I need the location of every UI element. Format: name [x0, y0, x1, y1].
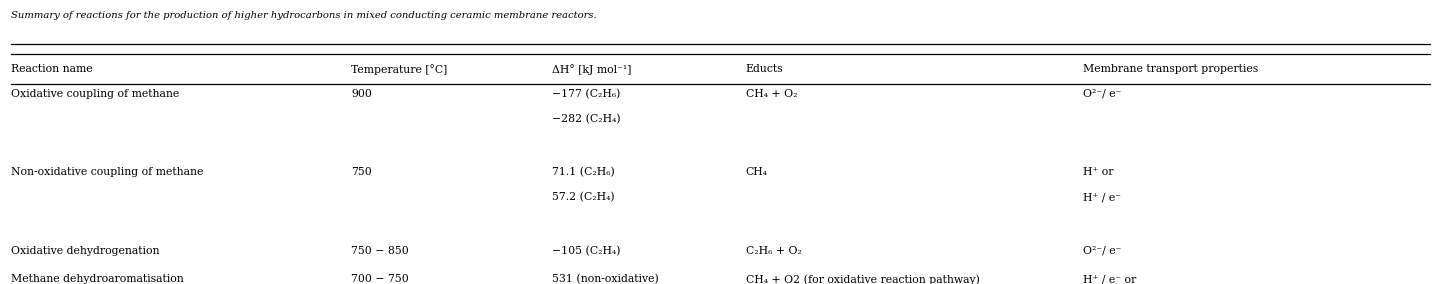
Text: Non-oxidative coupling of methane: Non-oxidative coupling of methane — [11, 167, 204, 177]
Text: 57.2 (C₂H₄): 57.2 (C₂H₄) — [552, 192, 615, 202]
Text: 900: 900 — [351, 89, 373, 99]
Text: 531 (non-oxidative): 531 (non-oxidative) — [552, 274, 658, 284]
Text: H⁺ or: H⁺ or — [1083, 167, 1113, 177]
Text: −177 (C₂H₆): −177 (C₂H₆) — [552, 89, 621, 99]
Text: H⁺ / e⁻ or: H⁺ / e⁻ or — [1083, 274, 1136, 284]
Text: Methane dehydroaromatisation: Methane dehydroaromatisation — [11, 274, 184, 284]
Text: ΔH° [kJ mol⁻¹]: ΔH° [kJ mol⁻¹] — [552, 64, 631, 75]
Text: −105 (C₂H₄): −105 (C₂H₄) — [552, 246, 621, 256]
Text: 700 − 750: 700 − 750 — [351, 274, 409, 284]
Text: 71.1 (C₂H₆): 71.1 (C₂H₆) — [552, 167, 615, 178]
Text: C₂H₆ + O₂: C₂H₆ + O₂ — [746, 246, 802, 256]
Text: Membrane transport properties: Membrane transport properties — [1083, 64, 1258, 74]
Text: O²⁻/ e⁻: O²⁻/ e⁻ — [1083, 246, 1121, 256]
Text: Temperature [°C]: Temperature [°C] — [351, 64, 447, 75]
Text: Oxidative coupling of methane: Oxidative coupling of methane — [11, 89, 179, 99]
Text: O²⁻/ e⁻: O²⁻/ e⁻ — [1083, 89, 1121, 99]
Text: H⁺ / e⁻: H⁺ / e⁻ — [1083, 192, 1120, 202]
Text: CH₄: CH₄ — [746, 167, 767, 177]
Text: 750: 750 — [351, 167, 371, 177]
Text: Educts: Educts — [746, 64, 783, 74]
Text: Summary of reactions for the production of higher hydrocarbons in mixed conducti: Summary of reactions for the production … — [11, 11, 597, 20]
Text: Reaction name: Reaction name — [11, 64, 93, 74]
Text: 750 − 850: 750 − 850 — [351, 246, 409, 256]
Text: CH₄ + O₂: CH₄ + O₂ — [746, 89, 797, 99]
Text: Oxidative dehydrogenation: Oxidative dehydrogenation — [11, 246, 161, 256]
Text: CH₄ + O2 (for oxidative reaction pathway): CH₄ + O2 (for oxidative reaction pathway… — [746, 274, 979, 284]
Text: −282 (C₂H₄): −282 (C₂H₄) — [552, 114, 621, 124]
